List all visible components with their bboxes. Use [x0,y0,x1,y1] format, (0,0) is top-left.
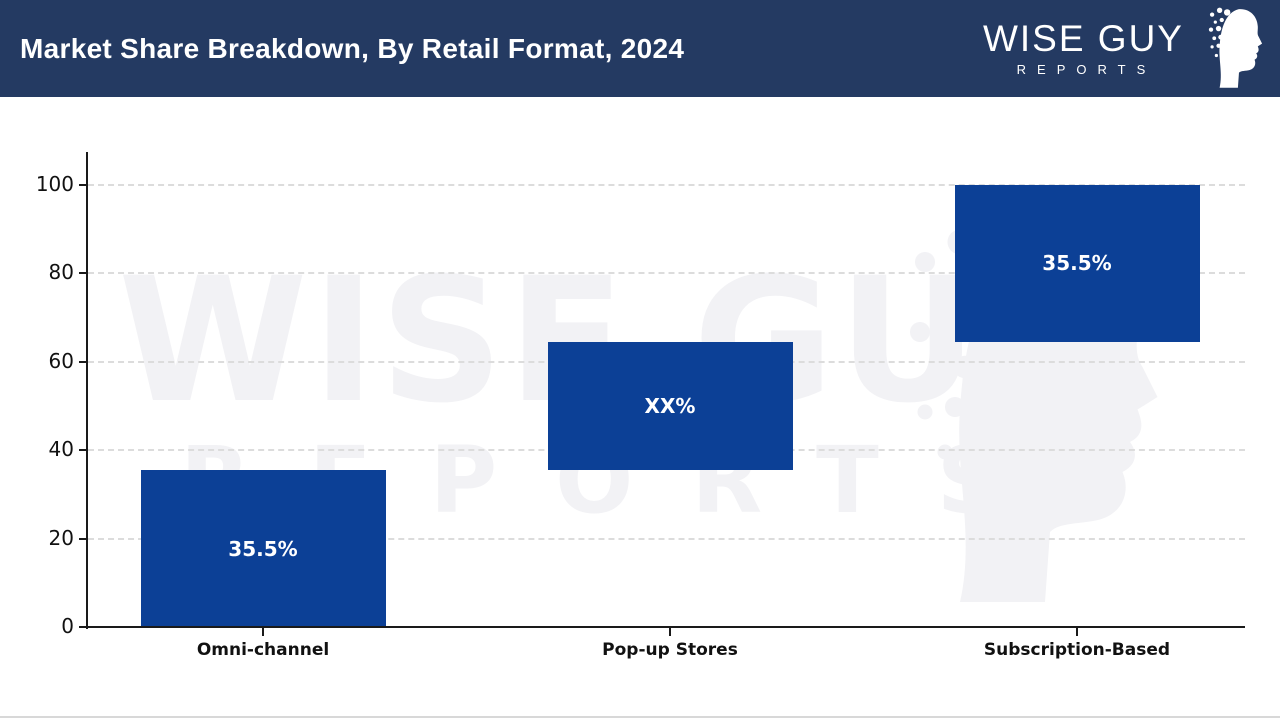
y-tick-20 [79,537,87,540]
y-axis-spine [86,152,88,629]
y-tick-label-20: 20 [48,525,74,550]
y-tick-0 [79,626,87,628]
x-category-label: Subscription-Based [983,640,1171,660]
logo-wordmark: WISE GUY REPORTS [983,20,1184,77]
bar-value-label: 35.5% [1042,251,1112,276]
bar-pop-up-stores: XX% [547,341,793,471]
wise-guy-logo: WISE GUY REPORTS [983,6,1264,92]
y-tick-60 [79,360,87,363]
bar-value-label: XX% [644,393,696,418]
bar-omni-channel: 35.5% [140,470,386,627]
bar-value-label: 35.5% [228,536,298,561]
y-tick-100 [79,184,87,186]
gridline-80 [88,272,1245,275]
x-tick-0 [262,628,264,636]
logo-brand-name: WISE GUY [982,18,1184,59]
x-tick-1 [669,628,671,636]
y-tick-40 [79,449,87,452]
page-title: Market Share Breakdown, By Retail Format… [20,32,685,64]
header-banner: Market Share Breakdown, By Retail Format… [0,0,1280,97]
gridline-20 [88,537,1245,540]
logo-brand-sub: REPORTS [1016,62,1157,77]
x-category-label: Pop-up Stores [602,640,738,660]
y-tick-label-0: 0 [61,614,74,638]
x-tick-2 [1076,628,1078,636]
bottom-divider [0,716,1280,718]
bar-subscription-based: 35.5% [954,185,1200,342]
y-tick-80 [79,272,87,275]
y-tick-label-40: 40 [48,437,74,462]
x-category-label: Omni-channel [196,640,330,660]
gridline-100 [88,184,1245,186]
y-tick-label-100: 100 [35,172,74,196]
y-tick-label-60: 60 [48,348,74,373]
logo-face-icon [1208,7,1263,88]
x-axis-spine [86,626,1245,628]
y-tick-label-80: 80 [48,260,74,285]
